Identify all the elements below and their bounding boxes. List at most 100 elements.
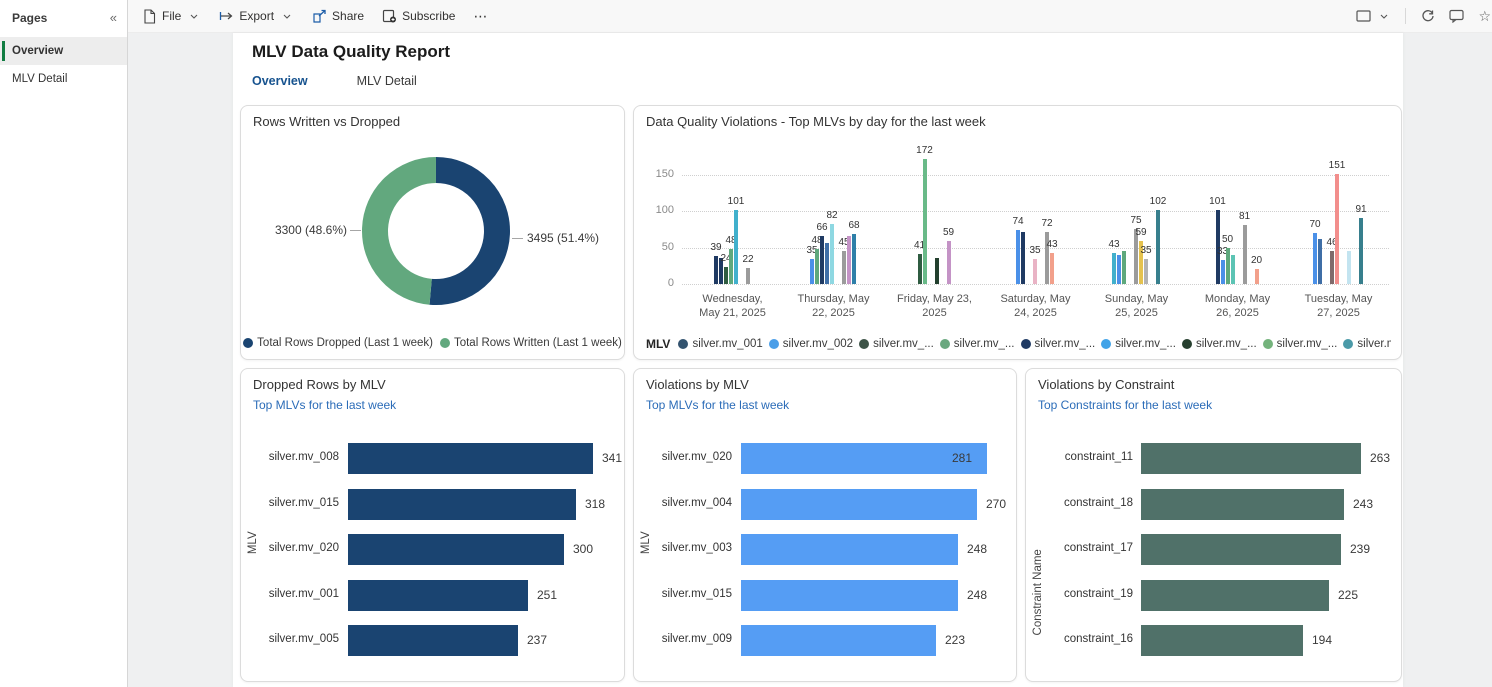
bar[interactable] [719,258,723,284]
bar[interactable] [1347,251,1351,284]
day-cluster: 41 172 59 [884,136,985,284]
bar[interactable] [1220,260,1225,284]
legend-item[interactable]: silver.mv_... [1020,338,1095,350]
chart-subtitle: Top MLVs for the last week [253,398,397,412]
bar[interactable] [1215,210,1220,284]
bar[interactable] [1141,579,1329,611]
legend-item[interactable]: silver.mv_... [1343,338,1391,350]
sidebar-item-label: Overview [12,45,64,57]
bar[interactable] [1134,229,1138,284]
legend-item[interactable]: Total Rows Written (Last 1 week) [439,337,622,349]
bar-wrap [1230,255,1235,284]
bar[interactable] [1117,255,1121,284]
bar[interactable] [820,236,824,284]
legend-item[interactable]: silver.mv_001 [678,338,763,350]
bar[interactable] [1112,253,1116,284]
bar[interactable] [1359,218,1363,284]
bar[interactable] [734,210,738,284]
bar[interactable] [348,625,518,656]
bar[interactable] [1335,174,1339,284]
bar-wrap [1347,251,1351,284]
bar[interactable] [1033,259,1037,284]
bar[interactable] [1141,443,1361,474]
bar[interactable] [1318,239,1322,284]
bar[interactable] [741,579,958,611]
bar[interactable] [348,534,564,565]
bar-wrap: 59 [943,227,954,284]
legend-item[interactable]: silver.mv_... [939,338,1015,350]
bar-value-label: 72 [1041,218,1053,229]
tab-overview[interactable]: Overview [252,74,308,88]
bar-value-label: 33 [1216,246,1229,257]
bar[interactable] [1141,488,1344,520]
donut-slice[interactable] [362,157,437,305]
bar[interactable] [946,241,951,284]
bar[interactable] [741,488,977,520]
export-button[interactable]: Export [219,9,294,24]
bar[interactable] [1156,210,1160,284]
bar-value-label: 74 [1012,216,1024,227]
bar-value-label: 45 [838,237,850,248]
legend-item[interactable]: silver.mv_... [859,338,934,350]
bar[interactable] [842,251,846,284]
bar[interactable] [348,579,528,611]
legend-item[interactable]: Total Rows Dropped (Last 1 week) [243,337,433,349]
share-button[interactable]: Share [312,9,364,24]
bar[interactable] [1021,232,1025,284]
bar[interactable] [1141,625,1303,656]
sidebar-item-overview[interactable]: Overview [0,37,127,65]
bar[interactable] [1225,248,1230,284]
favorite-star-icon[interactable]: ☆ [1478,7,1491,24]
legend-dot-icon [768,339,779,349]
sidebar-item-mlv-detail[interactable]: MLV Detail [0,65,127,93]
file-button[interactable]: File [142,8,201,24]
refresh-icon[interactable] [1420,9,1435,24]
tab-mlv-detail[interactable]: MLV Detail [356,74,417,88]
bar[interactable] [1230,255,1235,284]
bar[interactable] [825,243,829,284]
bar[interactable] [815,249,819,284]
bar[interactable] [917,254,922,284]
bar[interactable] [830,224,834,284]
value-label: 237 [527,633,548,647]
bar[interactable] [1254,269,1259,284]
bar[interactable] [1141,534,1341,565]
legend-item[interactable]: silver.mv_002 [768,338,853,350]
donut-slice[interactable] [429,157,510,305]
bar[interactable] [1050,253,1054,284]
bar[interactable] [741,443,987,474]
bar[interactable] [852,234,856,284]
bar[interactable] [741,625,936,656]
bar[interactable] [348,443,593,474]
more-options-button[interactable]: ⋯ [473,7,489,24]
bar[interactable] [847,236,851,284]
bar[interactable] [746,268,750,284]
bar[interactable] [1313,233,1317,284]
bar[interactable] [741,534,958,565]
legend-item[interactable]: silver.mv_... [1101,338,1176,350]
bar-value-label: 102 [1149,196,1167,207]
bar[interactable] [1016,230,1020,284]
bar[interactable] [922,159,927,284]
view-mode-button[interactable] [1356,9,1391,24]
bar[interactable] [1330,251,1334,284]
legend-item[interactable]: silver.mv_... [1181,338,1257,350]
legend-item[interactable]: silver.mv_... [1262,338,1337,350]
bar[interactable] [810,259,814,284]
bar-value-label: 101 [727,196,745,207]
report-page: MLV Data Quality Report Overview MLV Det… [233,33,1403,687]
comments-icon[interactable] [1449,9,1465,24]
bar[interactable] [1045,232,1049,284]
bar[interactable] [1122,251,1126,284]
bar[interactable] [1144,259,1148,284]
bar[interactable] [348,488,576,520]
bar[interactable] [1242,225,1247,284]
bar[interactable] [934,258,939,284]
subscribe-button[interactable]: Subscribe [382,9,455,24]
bar[interactable] [724,267,728,284]
collapse-sidebar-icon[interactable]: « [109,10,117,25]
bar[interactable] [714,256,718,284]
chart-title: Dropped Rows by MLV [253,377,386,392]
bar[interactable] [1139,241,1143,284]
bar[interactable] [729,249,733,284]
